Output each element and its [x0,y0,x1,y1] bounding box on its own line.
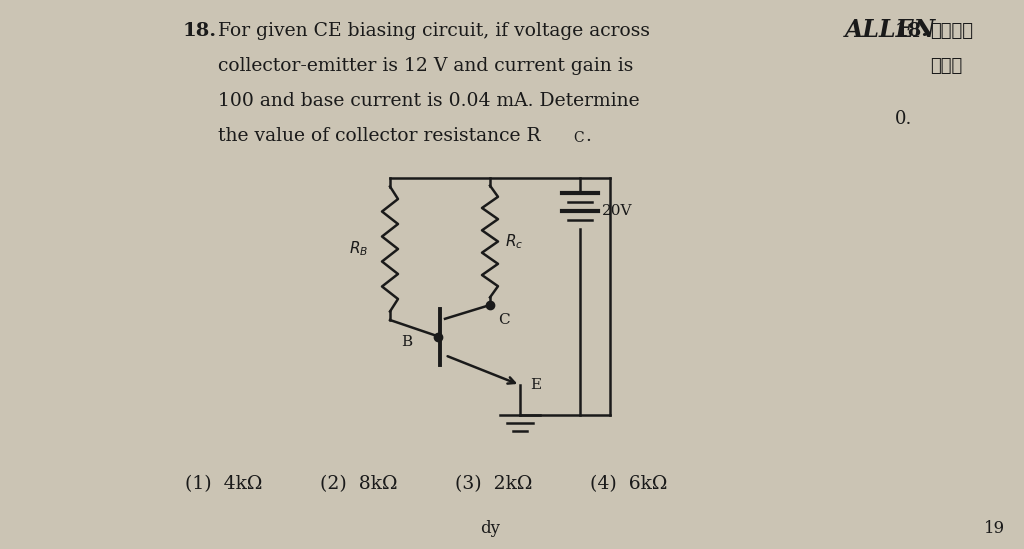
Text: C: C [498,313,510,327]
Text: 0.: 0. [895,110,912,128]
Text: dy: dy [480,520,500,537]
Text: (3)  2kΩ: (3) 2kΩ [455,475,532,493]
Text: C: C [573,131,584,145]
Text: (2)  8kΩ: (2) 8kΩ [319,475,397,493]
Text: .: . [585,127,591,145]
Text: 19: 19 [984,520,1005,537]
Text: For given CE biasing circuit, if voltage across: For given CE biasing circuit, if voltage… [218,22,650,40]
Text: 20V: 20V [602,204,633,218]
Text: (1)  4kΩ: (1) 4kΩ [185,475,262,493]
Text: collector-emitter is 12 V and current gain is: collector-emitter is 12 V and current ga… [218,57,634,75]
Text: ALLEN: ALLEN [845,18,936,42]
Text: 18.: 18. [895,22,929,40]
Text: B: B [400,335,412,349]
Text: दिये: दिये [930,22,973,40]
Text: E: E [530,378,541,392]
Text: बोल: बोल [930,57,963,75]
Text: $R_B$: $R_B$ [349,240,368,259]
Text: (4)  6kΩ: (4) 6kΩ [590,475,668,493]
Text: 100 and base current is 0.04 mA. Determine: 100 and base current is 0.04 mA. Determi… [218,92,640,110]
Text: the value of collector resistance R: the value of collector resistance R [218,127,541,145]
Text: 18.: 18. [183,22,217,40]
Text: $R_c$: $R_c$ [505,232,523,251]
